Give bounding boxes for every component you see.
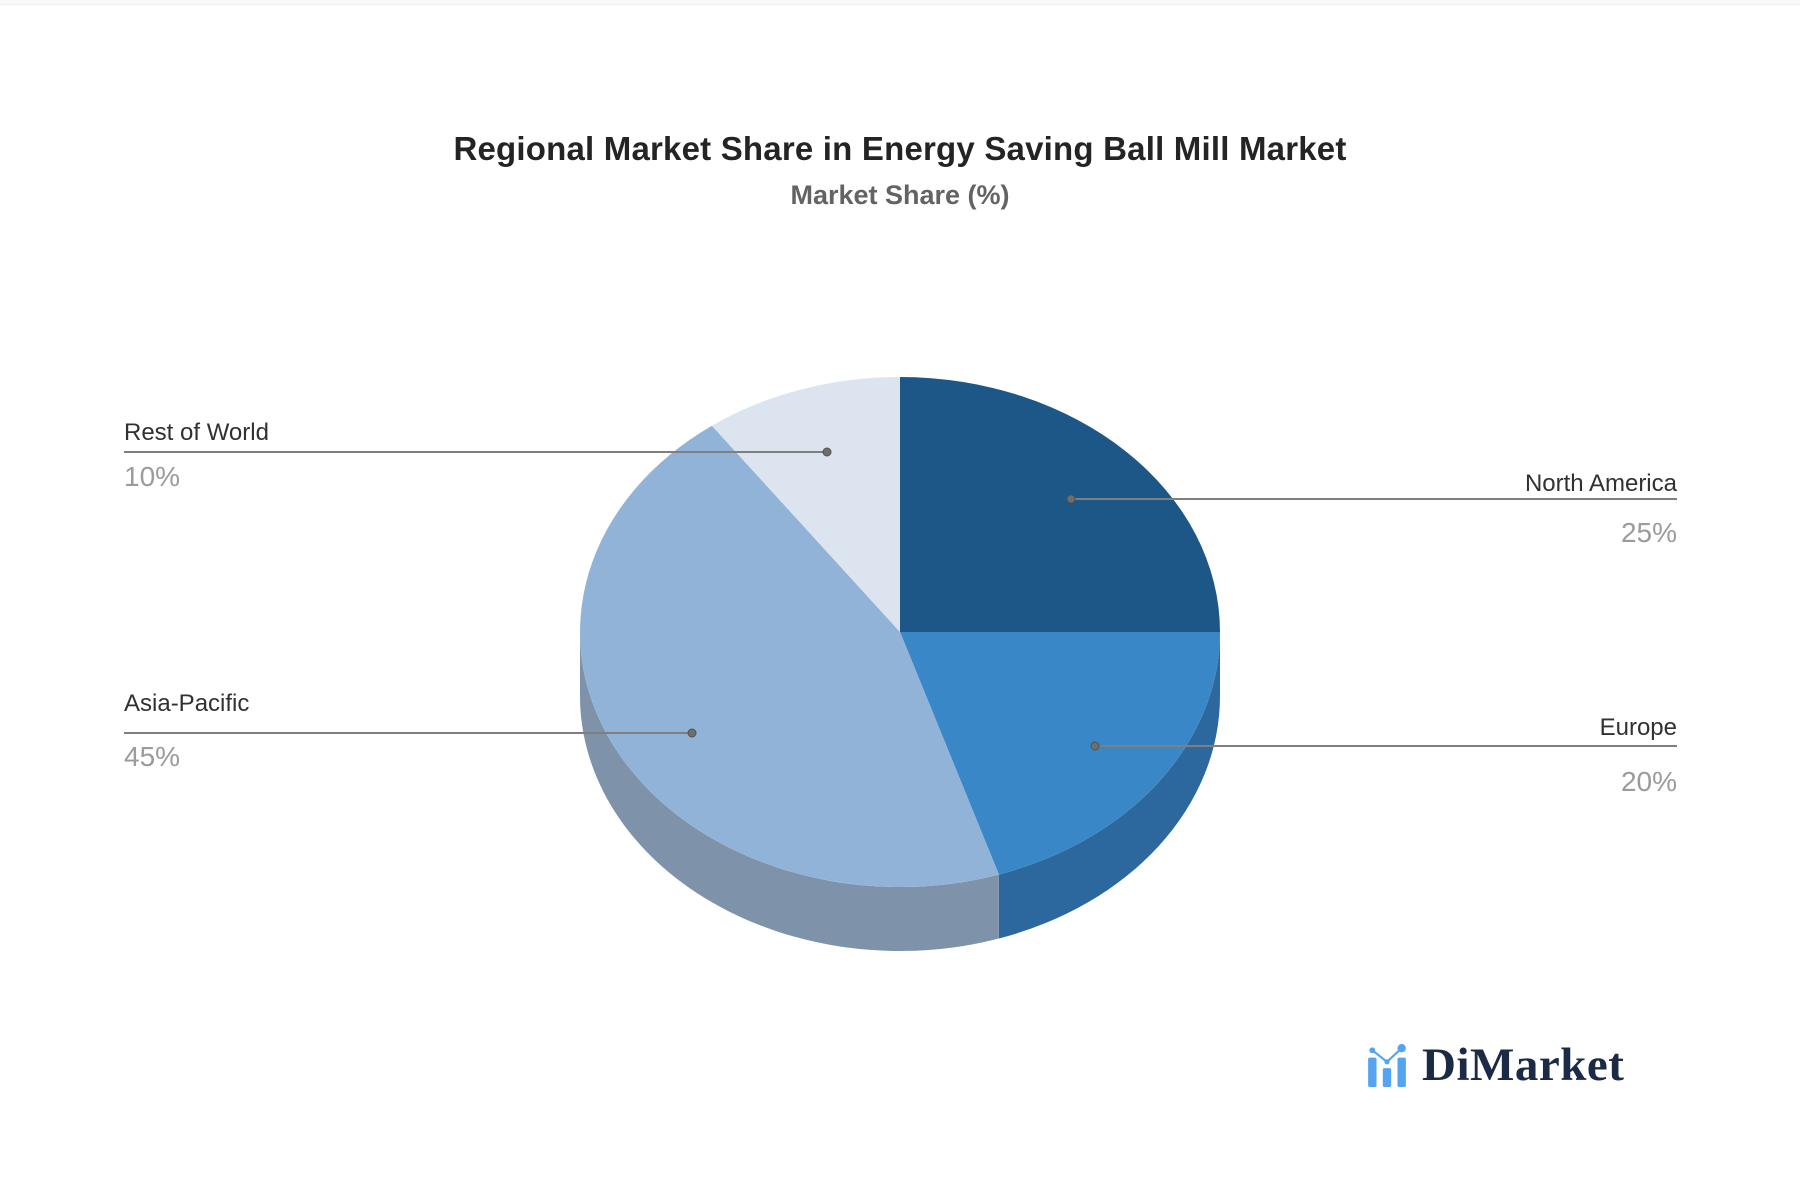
pie-slice-north-america[interactable] xyxy=(900,377,1220,632)
slice-pct-north-america: 25% xyxy=(1620,517,1677,548)
dimarket-logo-icon xyxy=(1368,1044,1406,1087)
slice-label-asia-pacific: Asia-Pacific xyxy=(124,690,250,717)
chart-subtitle: Market Share (%) xyxy=(790,180,1010,210)
chart-title: Regional Market Share in Energy Saving B… xyxy=(453,130,1347,167)
callout-dot-north-america xyxy=(1066,494,1076,504)
pie-slice-asia-pacific[interactable] xyxy=(580,425,999,887)
dimarket-logo: DiMarket xyxy=(1368,1042,1624,1089)
pie-side-europe xyxy=(998,632,1220,939)
pie-slice-rest-of-world[interactable] xyxy=(711,377,900,632)
dimarket-logo-text: DiMarket xyxy=(1422,1039,1625,1091)
slice-label-north-america: North America xyxy=(1524,470,1677,497)
pie-side-asia-pacific xyxy=(580,632,999,951)
slice-pct-europe: 20% xyxy=(1620,766,1677,797)
callout-dot-europe xyxy=(1090,741,1100,751)
top-strip xyxy=(0,0,1800,5)
callout-dot-asia-pacific xyxy=(687,728,697,738)
slice-pct-asia-pacific: 45% xyxy=(124,741,181,772)
pie-slice-europe[interactable] xyxy=(900,632,1220,875)
callout-dot-rest-of-world xyxy=(822,447,832,457)
slice-pct-rest-of-world: 10% xyxy=(124,461,181,492)
slice-label-rest-of-world: Rest of World xyxy=(124,419,269,446)
slice-label-europe: Europe xyxy=(1599,714,1677,741)
